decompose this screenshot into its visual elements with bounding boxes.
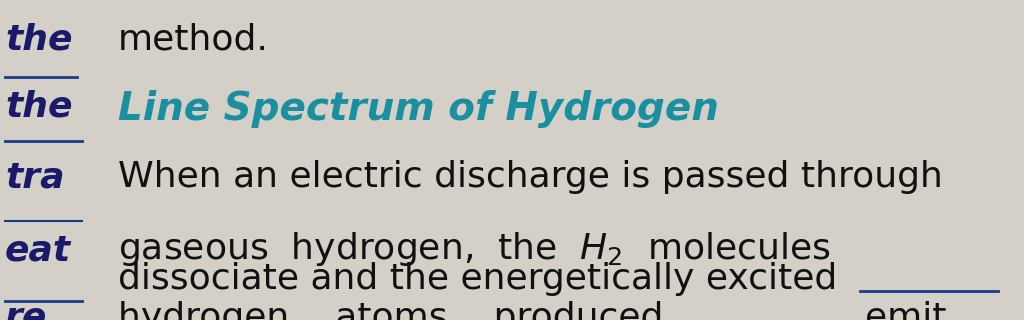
Text: the: the — [5, 90, 73, 124]
Text: the: the — [5, 22, 73, 56]
Text: re.: re. — [5, 301, 61, 320]
Text: tra: tra — [5, 160, 65, 194]
Text: eat: eat — [5, 234, 72, 268]
Text: emit: emit — [865, 301, 947, 320]
Text: method.: method. — [118, 22, 268, 56]
Text: gaseous  hydrogen,  the  $H_2$  molecules: gaseous hydrogen, the $H_2$ molecules — [118, 230, 830, 268]
Text: dissociate and the energetically excited: dissociate and the energetically excited — [118, 262, 837, 296]
Text: Line Spectrum of Hydrogen: Line Spectrum of Hydrogen — [118, 90, 719, 128]
Text: When an electric discharge is passed through: When an electric discharge is passed thr… — [118, 160, 943, 194]
Text: hydrogen    atoms    produced: hydrogen atoms produced — [118, 301, 664, 320]
